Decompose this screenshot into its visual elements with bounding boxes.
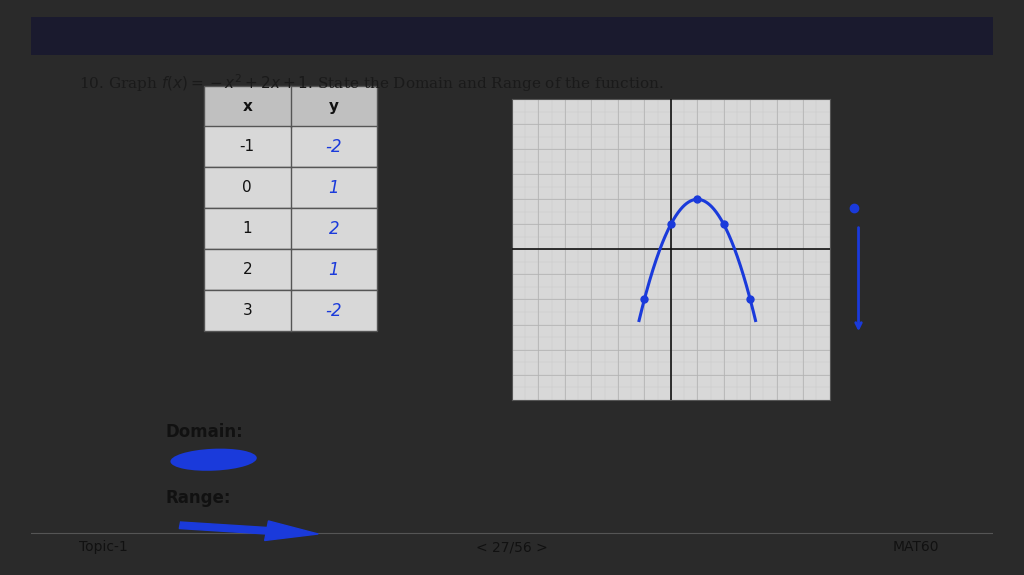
Bar — [204, 167, 377, 208]
Text: -1: -1 — [240, 140, 255, 155]
Text: Domain:: Domain: — [166, 423, 244, 442]
Bar — [204, 250, 377, 290]
Text: 1: 1 — [329, 179, 339, 197]
Text: Topic-1: Topic-1 — [79, 540, 128, 554]
Text: 2: 2 — [329, 220, 339, 238]
Bar — [204, 208, 377, 250]
Bar — [31, 17, 993, 55]
Text: -2: -2 — [326, 138, 342, 156]
Bar — [204, 86, 377, 126]
Text: MAT60: MAT60 — [893, 540, 940, 554]
Text: Range:: Range: — [166, 489, 231, 507]
Text: (2,6): (2,6) — [412, 27, 458, 46]
Ellipse shape — [170, 448, 257, 471]
Text: 3: 3 — [243, 304, 252, 319]
Text: -2: -2 — [326, 302, 342, 320]
Bar — [204, 126, 377, 167]
Text: Reset  107%: Reset 107% — [839, 30, 918, 43]
Text: x: x — [243, 98, 252, 113]
Text: y: y — [329, 98, 339, 113]
Text: 10. Graph $f(x) = -x^2 + 2x + 1$. State the Domain and Range of the function.: 10. Graph $f(x) = -x^2 + 2x + 1$. State … — [79, 72, 664, 94]
FancyArrow shape — [179, 521, 318, 540]
Text: 1: 1 — [243, 221, 252, 236]
Text: 0: 0 — [243, 181, 252, 196]
Text: 2: 2 — [243, 262, 252, 277]
Text: 1: 1 — [329, 261, 339, 279]
Bar — [204, 290, 377, 331]
Text: < 27/56 >: < 27/56 > — [476, 540, 548, 554]
